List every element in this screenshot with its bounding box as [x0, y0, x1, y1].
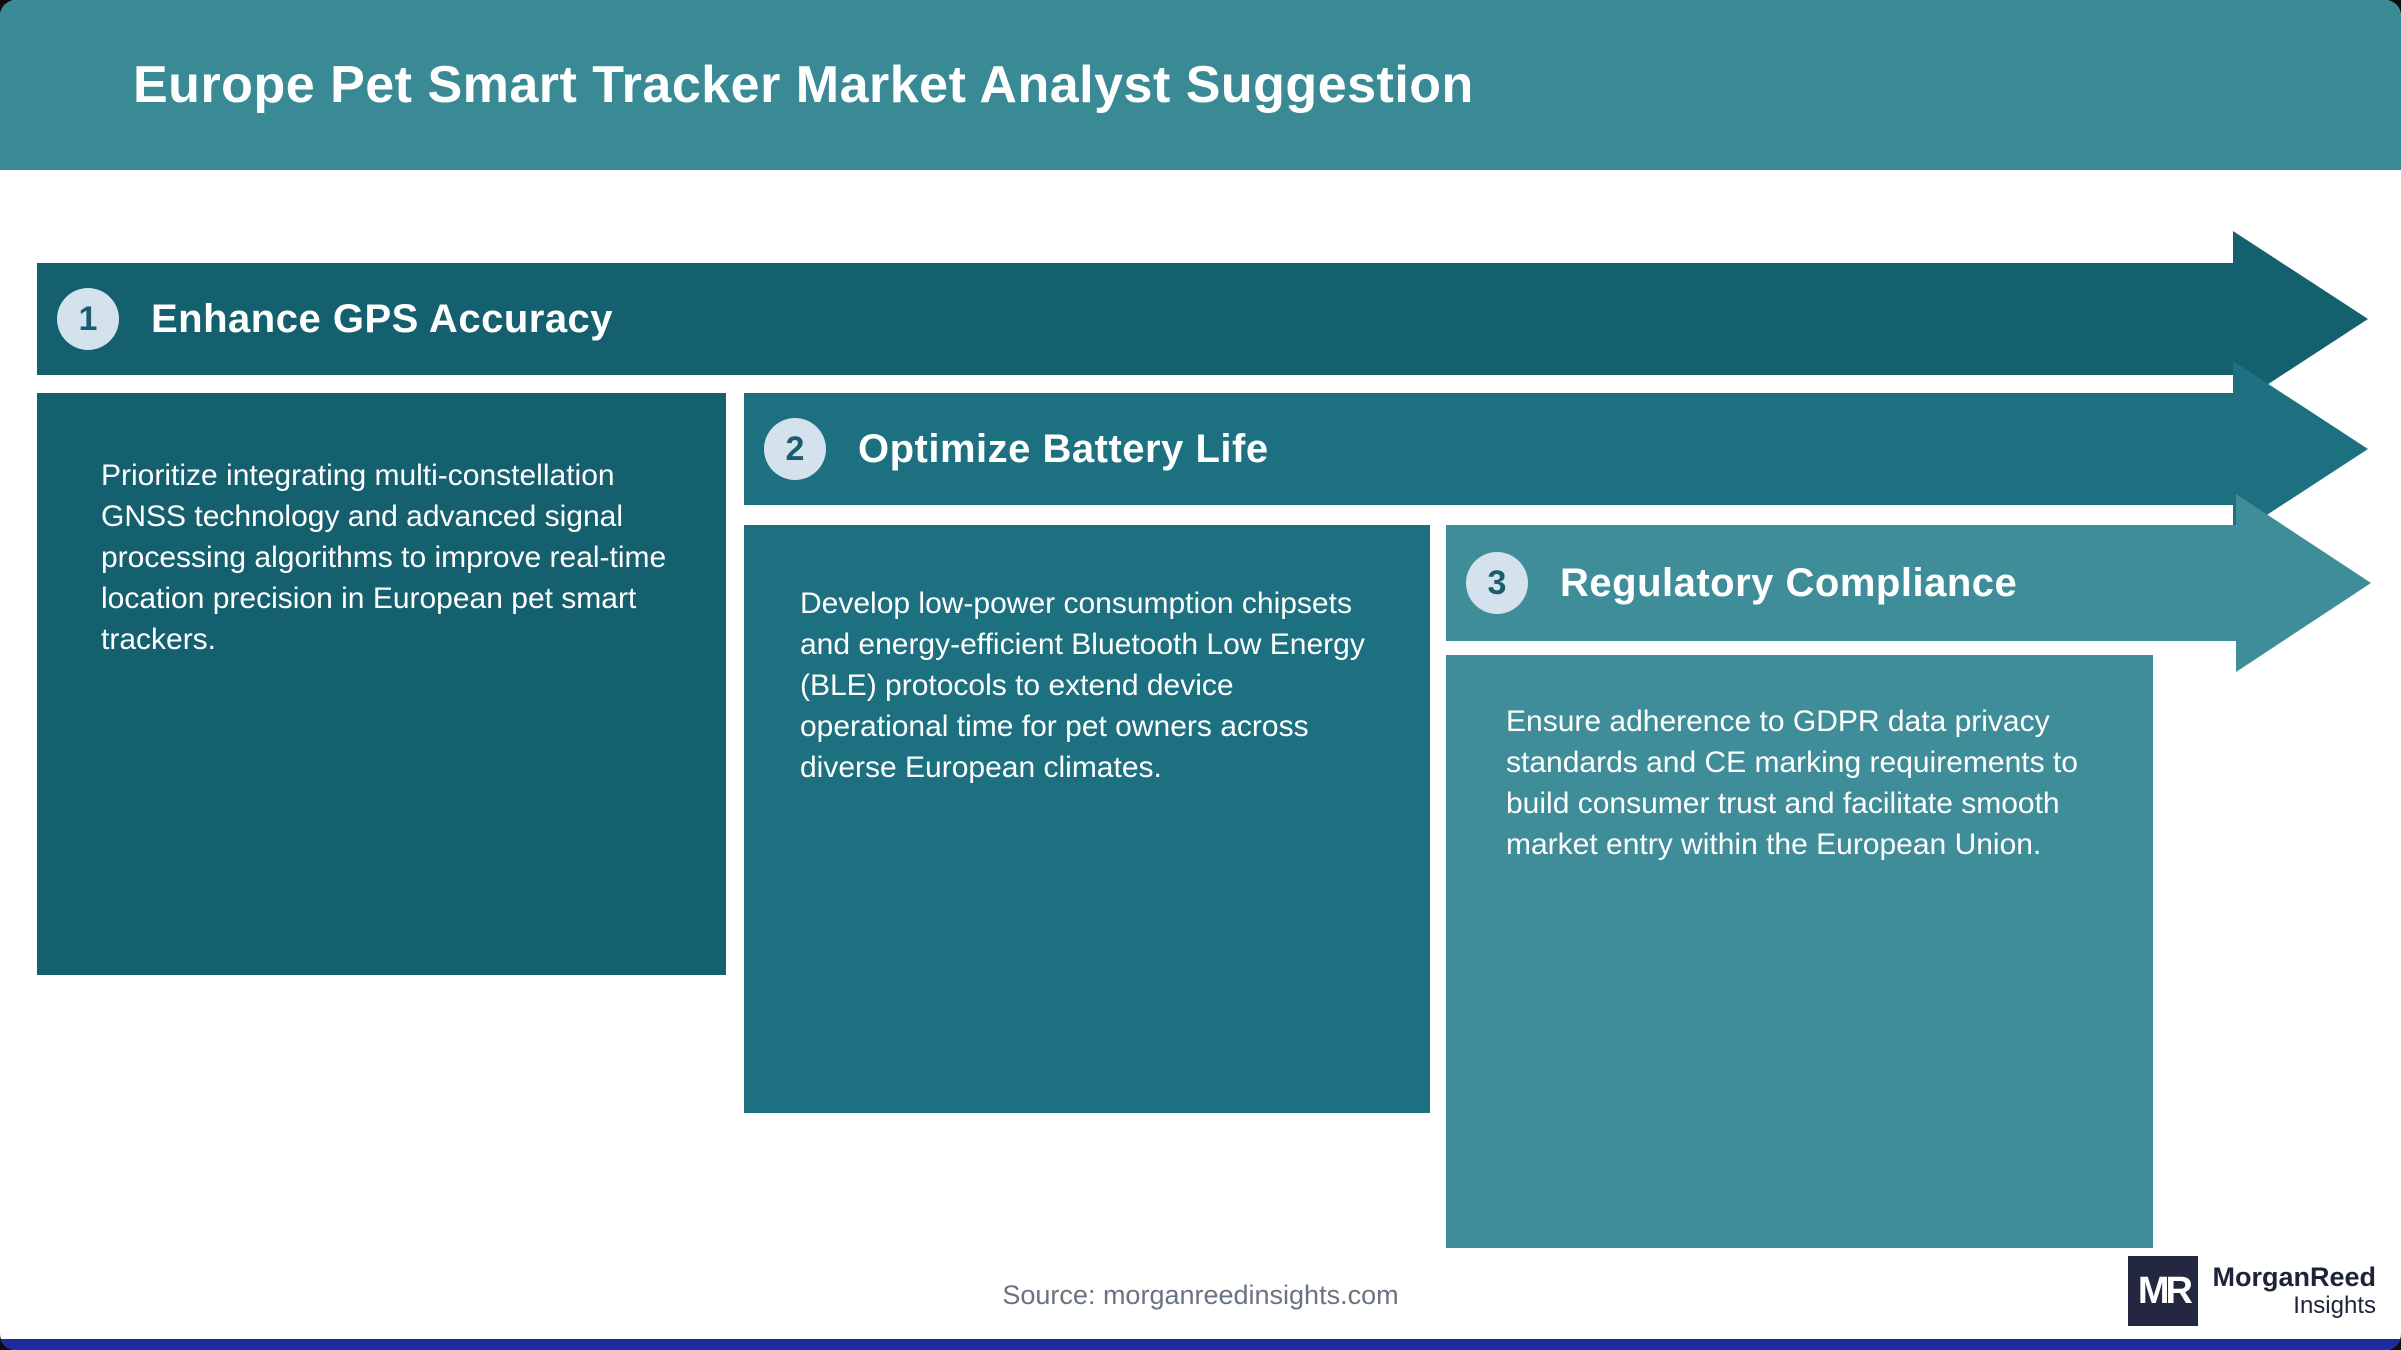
step-1-title: Enhance GPS Accuracy [151, 296, 614, 341]
step-3-description: Ensure adherence to GDPR data privacy st… [1506, 705, 2078, 861]
step-3-arrow-bar: 3 Regulatory Compliance [1446, 525, 2236, 641]
step-2-description: Develop low-power consumption chipsets a… [800, 587, 1365, 784]
source-text: Source: morganreedinsights.com [1002, 1280, 1399, 1310]
brand-block: MR MorganReed Insights [2128, 1256, 2376, 1326]
step-3-title: Regulatory Compliance [1560, 560, 2018, 605]
step-1-description: Prioritize integrating multi-constellati… [101, 459, 667, 656]
step-2-title: Optimize Battery Life [858, 426, 1269, 471]
brand-text: MorganReed Insights [2212, 1262, 2376, 1320]
step-2-description-box: Develop low-power consumption chipsets a… [744, 525, 1430, 1113]
header-band: Europe Pet Smart Tracker Market Analyst … [0, 0, 2401, 170]
step-3-description-box: Ensure adherence to GDPR data privacy st… [1446, 655, 2153, 1248]
step-3-number-badge: 3 [1466, 552, 1528, 614]
step-3-arrowhead-icon [2236, 494, 2371, 672]
brand-subtitle: Insights [2293, 1292, 2376, 1319]
bottom-accent-bar [0, 1339, 2401, 1350]
step-2-number-badge: 2 [764, 418, 826, 480]
step-1-number-badge: 1 [57, 288, 119, 350]
brand-name: MorganReed [2212, 1262, 2376, 1292]
step-1-arrow-bar: 1 Enhance GPS Accuracy [37, 263, 2233, 375]
brand-monogram: MR [2137, 1269, 2193, 1312]
brand-logo: MR [2128, 1256, 2199, 1326]
page-title: Europe Pet Smart Tracker Market Analyst … [133, 56, 1474, 114]
step-2-arrow-bar: 2 Optimize Battery Life [744, 393, 2233, 505]
step-1-description-box: Prioritize integrating multi-constellati… [37, 393, 726, 975]
